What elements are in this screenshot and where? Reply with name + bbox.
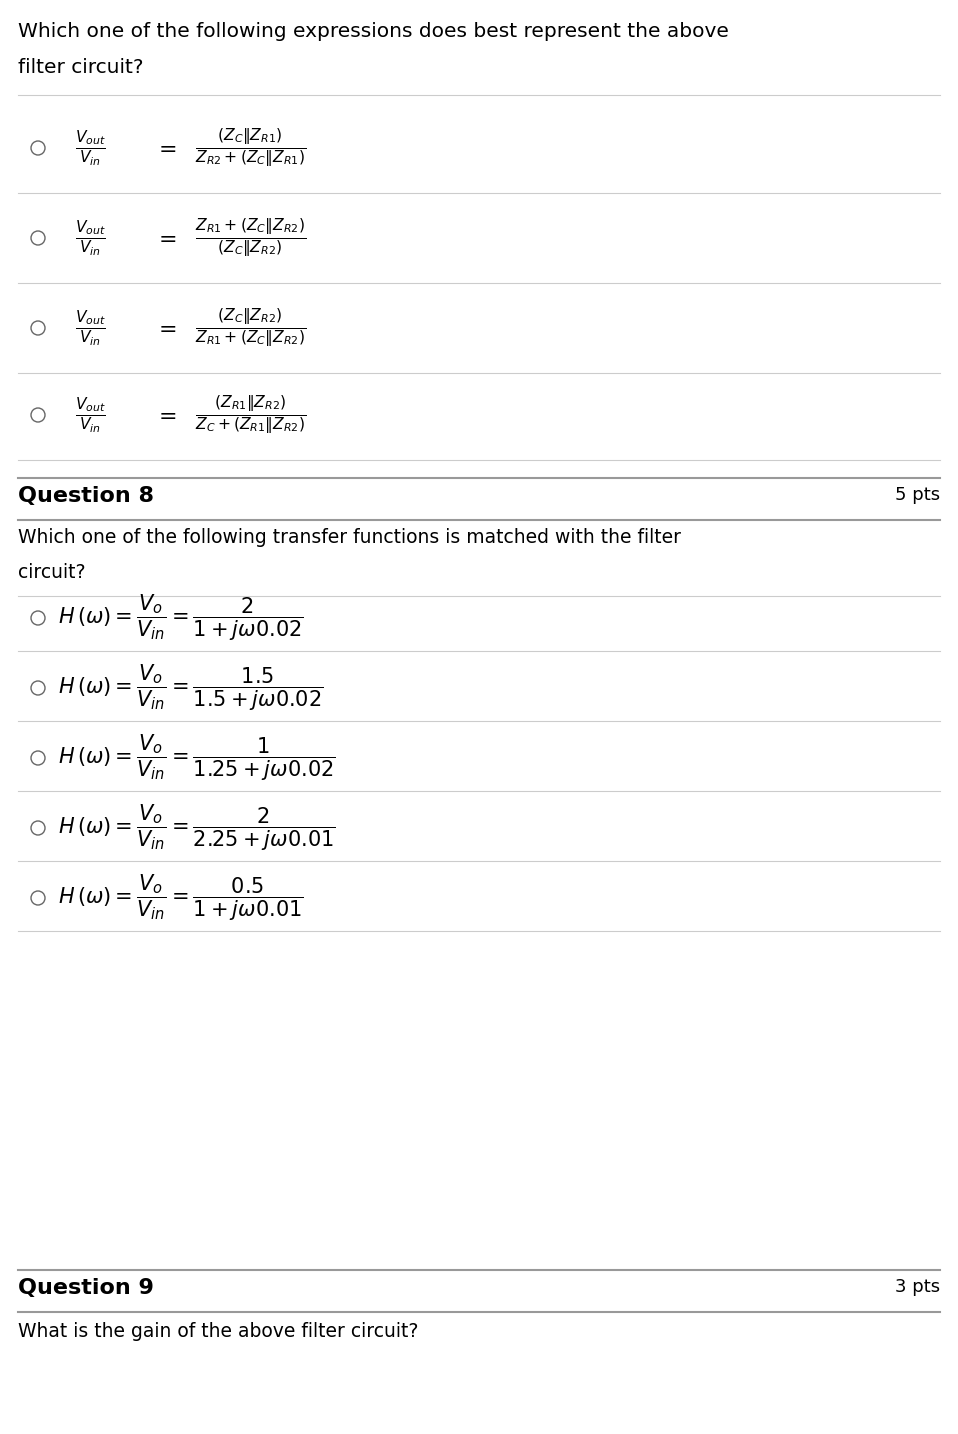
Text: $=$: $=$ [153, 228, 176, 248]
Text: Which one of the following expressions does best represent the above: Which one of the following expressions d… [18, 22, 729, 42]
Text: $=$: $=$ [153, 318, 176, 338]
Text: $=$: $=$ [153, 138, 176, 158]
Text: Which one of the following transfer functions is matched with the filter: Which one of the following transfer func… [18, 528, 681, 546]
Text: $\frac{V_{out}}{V_{in}}$: $\frac{V_{out}}{V_{in}}$ [75, 308, 106, 348]
Text: Question 8: Question 8 [18, 486, 154, 506]
Text: $\frac{V_{out}}{V_{in}}$: $\frac{V_{out}}{V_{in}}$ [75, 128, 106, 168]
Text: 5 pts: 5 pts [895, 486, 940, 503]
Text: $H\,(\omega) = \dfrac{V_o}{V_{in}} = \dfrac{1}{1.25+j\omega0.02}$: $H\,(\omega) = \dfrac{V_o}{V_{in}} = \df… [58, 733, 335, 783]
Text: filter circuit?: filter circuit? [18, 57, 144, 77]
Text: $\frac{(Z_C\|Z_{R2})}{Z_{R1}+(Z_C\|Z_{R2})}$: $\frac{(Z_C\|Z_{R2})}{Z_{R1}+(Z_C\|Z_{R2… [195, 307, 307, 350]
Text: $\frac{Z_{R1}+(Z_C\|Z_{R2})}{(Z_C\|Z_{R2})}$: $\frac{Z_{R1}+(Z_C\|Z_{R2})}{(Z_C\|Z_{R2… [195, 217, 307, 260]
Text: $H\,(\omega) = \dfrac{V_o}{V_{in}} = \dfrac{0.5}{1+j\omega0.01}$: $H\,(\omega) = \dfrac{V_o}{V_{in}} = \df… [58, 873, 304, 923]
Text: $H\,(\omega) = \dfrac{V_o}{V_{in}} = \dfrac{2}{2.25+j\omega0.01}$: $H\,(\omega) = \dfrac{V_o}{V_{in}} = \df… [58, 803, 335, 853]
Text: Question 9: Question 9 [18, 1278, 154, 1298]
Text: $\frac{V_{out}}{V_{in}}$: $\frac{V_{out}}{V_{in}}$ [75, 394, 106, 435]
Text: $H\,(\omega) = \dfrac{V_o}{V_{in}} = \dfrac{1.5}{1.5+j\omega0.02}$: $H\,(\omega) = \dfrac{V_o}{V_{in}} = \df… [58, 663, 324, 713]
Text: What is the gain of the above filter circuit?: What is the gain of the above filter cir… [18, 1322, 419, 1341]
Text: $=$: $=$ [153, 404, 176, 424]
Text: 3 pts: 3 pts [895, 1278, 940, 1296]
Text: $\frac{(Z_{R1}\|Z_{R2})}{Z_C+(Z_{R1}\|Z_{R2})}$: $\frac{(Z_{R1}\|Z_{R2})}{Z_C+(Z_{R1}\|Z_… [195, 393, 307, 436]
Text: $H\,(\omega) = \dfrac{V_o}{V_{in}} = \dfrac{2}{1+j\omega0.02}$: $H\,(\omega) = \dfrac{V_o}{V_{in}} = \df… [58, 592, 304, 642]
Text: $\frac{(Z_C\|Z_{R1})}{Z_{R2}+(Z_C\|Z_{R1})}$: $\frac{(Z_C\|Z_{R1})}{Z_{R2}+(Z_C\|Z_{R1… [195, 126, 307, 169]
Text: circuit?: circuit? [18, 564, 85, 582]
Text: $\frac{V_{out}}{V_{in}}$: $\frac{V_{out}}{V_{in}}$ [75, 218, 106, 258]
